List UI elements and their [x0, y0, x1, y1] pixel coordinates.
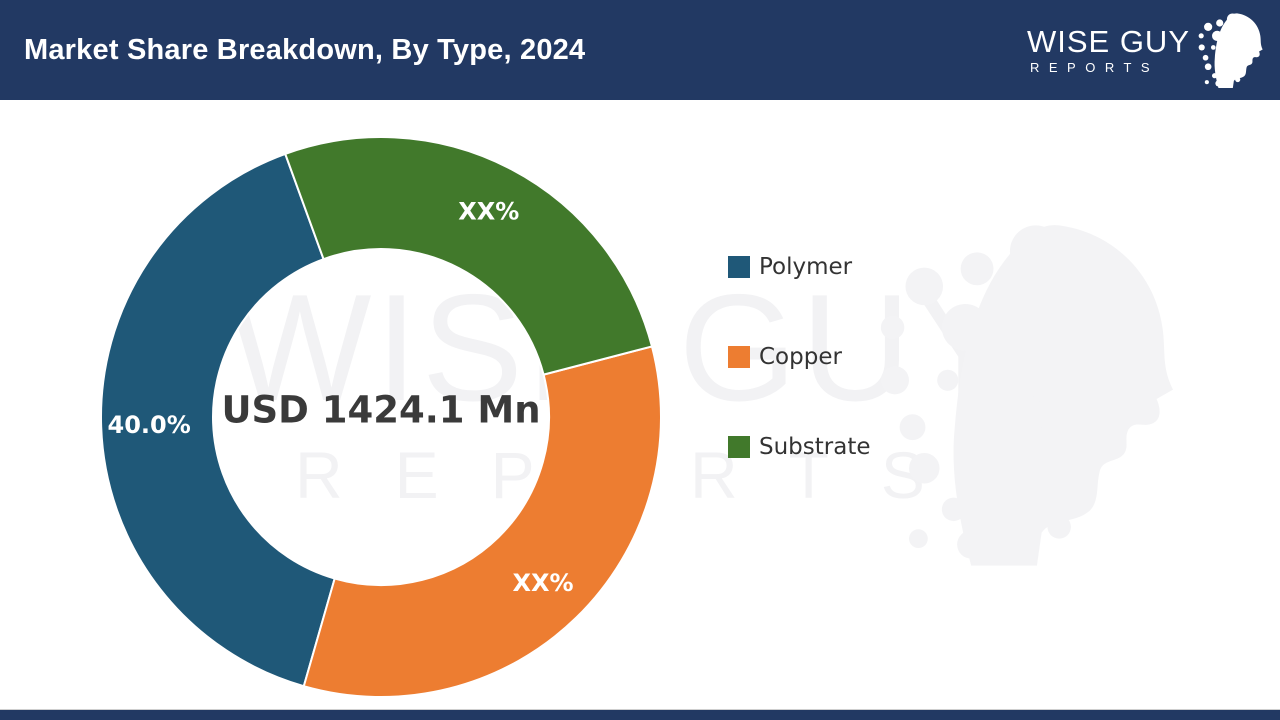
chart-legend: Polymer Copper Substrate: [728, 253, 871, 461]
legend-swatch-substrate: [728, 436, 750, 458]
legend-label-polymer: Polymer: [759, 254, 853, 280]
donut-slice-substrate: [284, 136, 653, 376]
footer-bar: [0, 710, 1280, 720]
donut-slice-polymer: [100, 152, 336, 688]
legend-item-polymer: Polymer: [728, 253, 871, 281]
legend-swatch-polymer: [728, 256, 750, 278]
donut-slice-copper: [302, 345, 662, 698]
footer-divider: [0, 709, 1280, 710]
logo-text: WISE GUY REPORTS: [1027, 26, 1190, 74]
logo-head-icon: [1198, 13, 1263, 89]
slice-label-copper: XX%: [513, 569, 574, 597]
header-bar: Market Share Breakdown, By Type, 2024 WI…: [0, 0, 1280, 100]
logo-reports-text: REPORTS: [1029, 60, 1160, 75]
page-title: Market Share Breakdown, By Type, 2024: [24, 33, 586, 66]
logo-wiseguy-text: WISE GUY: [1026, 24, 1190, 59]
donut-center-value: USD 1424.1 Mn: [221, 388, 541, 432]
slice-label-substrate: XX%: [458, 198, 519, 226]
legend-item-substrate: Substrate: [728, 433, 871, 461]
legend-item-copper: Copper: [728, 343, 871, 371]
slice-label-polymer: 40.0%: [108, 411, 191, 439]
wise-guy-reports-logo: WISE GUY REPORTS: [1027, 9, 1266, 91]
legend-label-copper: Copper: [759, 344, 842, 370]
legend-swatch-copper: [728, 346, 750, 368]
legend-label-substrate: Substrate: [759, 434, 871, 460]
